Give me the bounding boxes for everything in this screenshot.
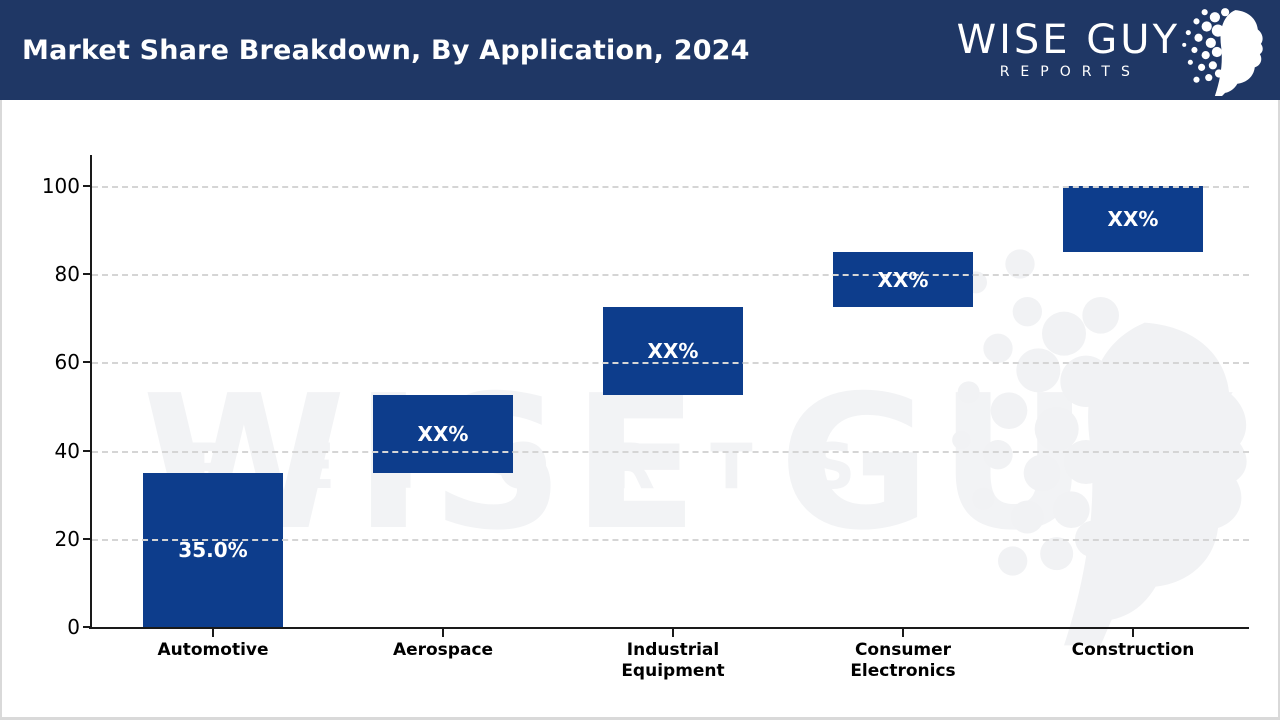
y-tick-mark-100 <box>83 185 90 187</box>
x-tick-mark <box>672 629 674 637</box>
gridline-60 <box>92 362 1249 365</box>
bar-construction <box>1063 186 1203 253</box>
y-tick-mark-40 <box>83 449 90 452</box>
y-tick-label: 0 <box>67 615 80 639</box>
bar-aerospace <box>373 395 513 473</box>
y-axis-line <box>90 155 92 629</box>
x-axis-line <box>89 627 1249 629</box>
gridline-40 <box>92 450 1249 453</box>
logo-wordmark-line2: REPORTS <box>999 64 1141 80</box>
y-tick-label: 60 <box>54 350 80 375</box>
y-tick-label: 40 <box>54 438 80 463</box>
page-title: Market Share Breakdown, By Application, … <box>22 34 750 66</box>
x-tick-label: Automotive <box>157 640 269 660</box>
bar-value-label: XX% <box>647 339 699 364</box>
bar-automotive <box>143 472 283 627</box>
x-tick-mark <box>212 629 214 637</box>
x-tick-mark <box>442 629 444 637</box>
y-tick-label: 80 <box>54 262 80 287</box>
y-tick-mark-60 <box>83 361 90 364</box>
bar-value-label: XX% <box>877 267 929 292</box>
bar-value-label: XX% <box>1107 207 1159 232</box>
x-tick-label: Construction <box>1071 640 1195 660</box>
bar-value-label: XX% <box>417 422 469 447</box>
watermark-head-profile-icon <box>952 249 1247 646</box>
x-tick-mark <box>902 629 904 637</box>
x-tick-label: Consumer Electronics <box>850 640 956 682</box>
watermark-subtext: REPORTS <box>187 430 914 503</box>
bar-industrial-equipment <box>603 307 743 396</box>
brand-logo: WISE GUY REPORTS <box>957 0 1266 100</box>
logo-head-profile-icon <box>1182 8 1263 96</box>
y-tick-label: 20 <box>54 526 80 551</box>
logo-wordmark: WISE GUY REPORTS <box>957 20 1180 80</box>
bar-consumer-electronics <box>833 252 973 308</box>
gridline-100 <box>92 186 1249 188</box>
x-tick-label: Industrial Equipment <box>621 640 725 682</box>
y-tick-label: 100 <box>41 174 80 198</box>
x-tick-label: Aerospace <box>392 640 494 660</box>
chart-area: WISE GUY REPORTS 0 20 40 60 80 100 35.0% Automo… <box>2 100 1278 717</box>
logo-wordmark-line1: WISE GUY <box>956 17 1180 63</box>
gridline-20 <box>92 538 1249 541</box>
x-tick-mark <box>1132 629 1134 637</box>
gridline-80 <box>92 274 1249 277</box>
y-tick-mark-0 <box>83 626 90 628</box>
y-tick-mark-80 <box>83 273 90 276</box>
bar-value-label: 35.0% <box>178 537 248 562</box>
header-bar: Market Share Breakdown, By Application, … <box>0 0 1280 100</box>
y-tick-mark-20 <box>83 537 90 540</box>
